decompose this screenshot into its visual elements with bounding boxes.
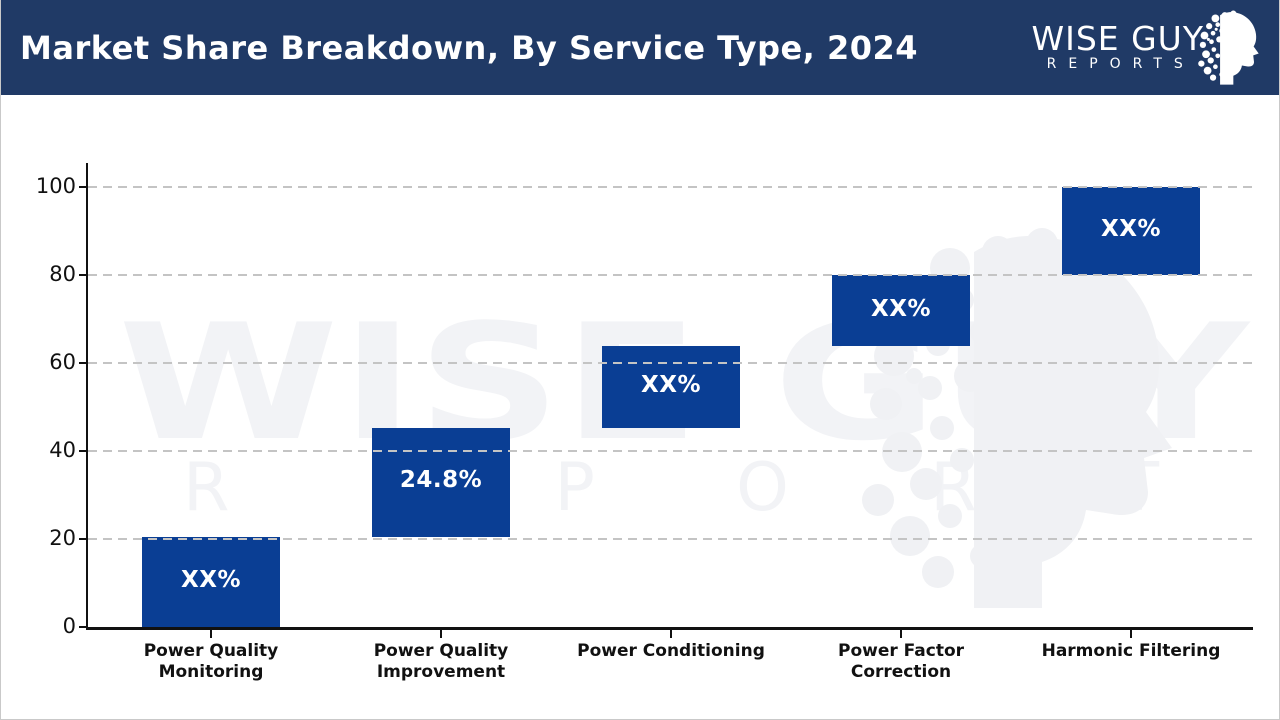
y-axis-tick-mark: [79, 186, 87, 188]
y-axis-tick-label: 0: [62, 614, 76, 638]
x-axis-category-label: Harmonic Filtering: [1041, 641, 1221, 661]
gridline-60: [88, 362, 1253, 364]
bar-segment: [602, 346, 740, 428]
bar-segment: [1062, 187, 1200, 275]
bar-value-label: XX%: [640, 371, 701, 398]
x-axis-tick-mark: [670, 630, 672, 638]
x-axis-spine: [86, 627, 1253, 630]
bar-value-label: XX%: [1100, 216, 1161, 242]
y-axis-tick-label: 80: [49, 262, 76, 286]
y-axis-tick-mark: [79, 626, 87, 628]
gridline-40: [88, 450, 1253, 452]
bar-value-label: XX%: [180, 566, 241, 593]
y-axis-tick-label: 40: [49, 438, 76, 462]
y-axis-tick-mark: [79, 274, 87, 276]
brand-logo: WISE GUY REPORTS: [1031, 7, 1270, 89]
header-bar: Market Share Breakdown, By Service Type,…: [0, 0, 1280, 95]
x-axis-tick-mark: [900, 630, 902, 638]
x-axis-tick-mark: [1130, 630, 1132, 638]
y-axis-tick-mark: [79, 450, 87, 452]
y-axis-spine: [86, 163, 88, 630]
x-axis-category-label: Power Quality Improvement: [373, 641, 509, 683]
x-axis-category-label: Power Conditioning: [577, 641, 765, 661]
bar-segment: [832, 275, 970, 347]
brand-name: WISE GUY: [1031, 19, 1204, 59]
bar-segment: [372, 427, 510, 537]
x-axis-tick-mark: [210, 630, 212, 638]
y-axis-tick-label: 60: [49, 350, 76, 374]
head-profile-dots-icon: [1192, 7, 1270, 89]
gridline-100: [88, 186, 1253, 188]
x-axis-tick-mark: [440, 630, 442, 638]
brand-subtitle: REPORTS: [1046, 56, 1195, 73]
x-axis-category-label: Power Factor Correction: [837, 641, 965, 683]
gridline-80: [88, 274, 1253, 276]
page-title: Market Share Breakdown, By Service Type,…: [20, 28, 919, 67]
y-axis-tick-label: 100: [35, 174, 76, 198]
bar-value-label: 24.8%: [399, 467, 483, 494]
y-axis-tick-mark: [79, 538, 87, 540]
bar-value-label: XX%: [870, 295, 931, 322]
y-axis-tick-label: 20: [49, 526, 76, 550]
gridline-20: [88, 538, 1253, 540]
x-axis-category-label: Power Quality Monitoring: [143, 641, 279, 683]
brand-wordmark: WISE GUY REPORTS: [1031, 22, 1204, 72]
y-axis-tick-mark: [79, 362, 87, 364]
bar-segment: [142, 536, 280, 627]
